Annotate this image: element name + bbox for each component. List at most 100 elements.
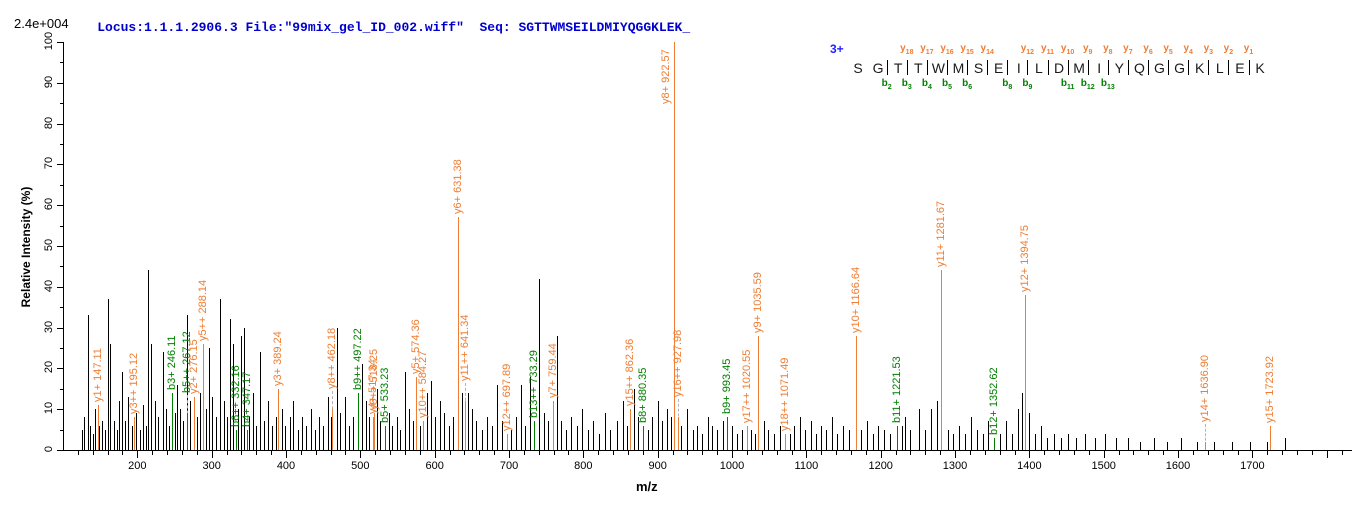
fragment-ion-peak[interactable] (1205, 441, 1206, 450)
x-axis-tick (286, 451, 287, 458)
fragment-ion-peak[interactable] (134, 417, 135, 450)
fragment-ion-peak[interactable] (758, 335, 759, 450)
fragment-ion-peak[interactable] (236, 429, 237, 450)
fragment-ion-peak[interactable] (1025, 294, 1026, 450)
fragment-ion-label[interactable]: y15+ 1723.92 (1264, 355, 1276, 423)
fragment-ion-label[interactable]: y14+ 1636.90 (1199, 354, 1211, 422)
fragment-ion-peak[interactable] (941, 270, 942, 450)
fragment-ion-peak[interactable] (465, 401, 466, 450)
noise-peak (588, 429, 589, 450)
fragment-ion-peak[interactable] (332, 409, 333, 450)
fragment-ion-peak[interactable] (507, 433, 508, 450)
x-axis-tick (702, 451, 704, 455)
noise-peak (200, 392, 201, 450)
fragment-cut-line (947, 60, 948, 75)
fragment-ion-label[interactable]: y15++ 862.36 (624, 338, 636, 407)
noise-peak (948, 429, 949, 450)
y-axis-tick (60, 388, 63, 390)
noise-peak (212, 396, 213, 450)
fragment-ion-peak[interactable] (203, 343, 204, 450)
fragment-ion-peak[interactable] (630, 409, 631, 450)
x-axis-tick (746, 451, 748, 455)
fragment-ion-peak[interactable] (98, 405, 99, 450)
fragment-ion-peak[interactable] (423, 421, 424, 450)
fragment-ion-label[interactable]: y12+ 1394.75 (1019, 224, 1031, 292)
x-axis-tick (1326, 451, 1328, 458)
fragment-ion-peak[interactable] (374, 413, 375, 450)
fragment-ion-peak[interactable] (373, 417, 374, 450)
fragment-ion-peak[interactable] (1270, 425, 1271, 450)
fragment-ion-peak[interactable] (358, 392, 359, 450)
y-axis-tick-label: 40 (43, 279, 55, 292)
fragment-ion-label[interactable]: y6+ 631.38 (452, 159, 464, 215)
noise-peak (937, 401, 938, 450)
fragment-ion-label[interactable]: b5+ 533.23 (379, 367, 391, 423)
fragment-ion-peak[interactable] (553, 401, 554, 450)
fragment-ion-label[interactable]: y3+ 389.24 (272, 331, 284, 386)
fragment-ion-label[interactable]: y8+ 922.57 (660, 49, 672, 104)
fragment-ion-peak[interactable] (678, 417, 679, 450)
fragment-ion-label[interactable]: b3+ 246.11 (166, 335, 178, 390)
fragment-ion-label[interactable]: y10++ 584.27 (417, 351, 429, 419)
noise-peak (539, 278, 540, 450)
fragment-ion-label[interactable]: y7+ 759.44 (547, 343, 559, 399)
fragment-ion-peak[interactable] (897, 425, 898, 450)
fragment-ion-peak[interactable] (385, 425, 386, 450)
noise-peak (158, 417, 159, 450)
fragment-ion-label[interactable]: b9++ 497.22 (352, 328, 364, 390)
fragment-ion-label[interactable]: y5++ 288.14 (197, 279, 209, 341)
x-axis-tick (419, 451, 421, 455)
fragment-ion-peak[interactable] (194, 396, 195, 450)
noise-peak (472, 409, 473, 450)
x-axis-title: m/z (636, 479, 658, 494)
fragment-ion-peak[interactable] (747, 425, 748, 450)
fragment-ion-label[interactable]: b4+ 347.17 (241, 371, 253, 427)
fragment-ion-label[interactable]: b9+ 993.45 (721, 358, 733, 415)
x-axis-tick (241, 451, 243, 455)
noise-peak (249, 417, 250, 450)
fragment-ion-peak[interactable] (247, 429, 248, 450)
fragment-ion-label[interactable]: b12+ 1352.62 (988, 367, 1000, 435)
fragment-ion-label[interactable]: y11+ 1281.67 (935, 201, 947, 268)
x-axis-tick (1029, 451, 1031, 458)
x-axis-tick (1103, 451, 1105, 458)
fragment-ion-peak[interactable] (674, 42, 675, 450)
x-axis-tick-label: 300 (202, 460, 221, 472)
fragment-ion-peak[interactable] (856, 335, 857, 450)
fragment-ion-label[interactable]: y16++ 927.98 (672, 330, 684, 398)
noise-peak (867, 421, 868, 450)
fragment-ion-peak[interactable] (187, 413, 188, 450)
residue-letter: L (1034, 60, 1043, 76)
fragment-ion-label[interactable]: y9+ 1035.59 (752, 271, 764, 333)
fragment-ion-peak[interactable] (643, 425, 644, 450)
fragment-ion-peak[interactable] (534, 421, 535, 450)
fragment-ion-label[interactable]: y10+ 1166.64 (850, 266, 862, 333)
fragment-ion-peak[interactable] (994, 437, 995, 450)
noise-peak (1054, 433, 1055, 450)
x-axis-tick (925, 451, 927, 455)
fragment-ion-peak[interactable] (785, 433, 786, 450)
residue-letter: K (1195, 60, 1205, 76)
fragment-ion-peak[interactable] (727, 417, 728, 450)
noise-peak (114, 421, 115, 450)
noise-peak (380, 421, 381, 450)
fragment-ion-label[interactable]: y18++ 1071.49 (779, 357, 791, 431)
fragment-ion-label[interactable]: y2+ 276.15 (188, 339, 200, 394)
fragment-ion-label[interactable]: y12++ 697.89 (501, 363, 513, 431)
fragment-ion-peak[interactable] (172, 392, 173, 450)
b-ion-flag: b9 (1022, 78, 1033, 91)
noise-peak (82, 429, 83, 450)
fragment-ion-label[interactable]: y8++ 462.18 (326, 328, 338, 390)
x-axis-tick (390, 451, 392, 455)
fragment-ion-label[interactable]: y17++ 1020.55 (741, 349, 753, 423)
fragment-ion-label[interactable]: b13++ 733.29 (528, 350, 540, 419)
fragment-ion-peak[interactable] (458, 217, 459, 450)
x-axis-tick (1192, 451, 1194, 455)
fragment-ion-label[interactable]: y3++ 195.12 (128, 353, 140, 415)
fragment-ion-peak[interactable] (278, 388, 279, 450)
fragment-ion-label[interactable]: b8+ 880.35 (637, 367, 649, 423)
fragment-ion-label[interactable]: y1+ 147.11 (92, 348, 104, 403)
fragment-ion-peak[interactable] (416, 376, 417, 450)
fragment-ion-label[interactable]: y11++ 641.34 (459, 314, 471, 382)
fragment-ion-label[interactable]: b11+ 1221.53 (891, 355, 903, 423)
